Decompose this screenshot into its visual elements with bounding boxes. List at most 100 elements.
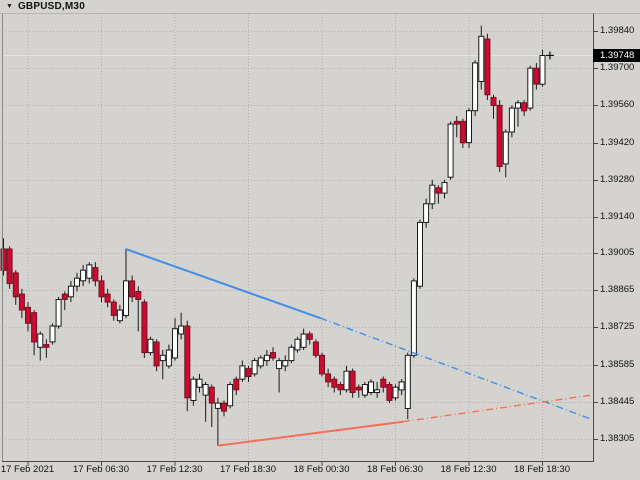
bear-candle-body <box>104 293 111 303</box>
price-axis-label: 1.38445 <box>600 396 635 407</box>
current-price-marker <box>545 51 554 60</box>
bull-candle-body <box>294 338 301 351</box>
bull-candle-body <box>466 110 472 144</box>
bear-candle-body <box>98 280 105 298</box>
bull-candle-body <box>227 384 234 407</box>
bear-candle-body <box>490 96 497 106</box>
bull-candle-body <box>478 35 485 82</box>
bull-candle-body <box>49 325 56 343</box>
bull-candle-body <box>374 389 381 393</box>
bull-candle-body <box>361 384 368 396</box>
bull-candle-body <box>116 309 123 322</box>
bull-candle-body <box>147 338 154 354</box>
bull-candle-body <box>502 131 509 165</box>
bull-candle-body <box>178 325 185 335</box>
bull-candle-body <box>527 67 534 109</box>
bull-candle-body <box>67 285 74 298</box>
bear-candle-body <box>435 187 442 194</box>
bear-candle-body <box>312 341 319 356</box>
bear-candle-body <box>453 120 460 125</box>
price-axis-label: 1.39560 <box>600 99 635 110</box>
bear-candle-body <box>521 102 528 112</box>
bull-candle-body <box>190 378 197 402</box>
bull-candle-body <box>86 264 93 279</box>
price-axis-label: 1.38725 <box>600 321 635 332</box>
bull-candle-body <box>251 360 258 375</box>
bull-candle-body <box>539 55 546 85</box>
bull-candle-body <box>159 354 166 362</box>
bear-candle-body <box>43 344 50 348</box>
current-price-tag: 1.39748 <box>593 49 640 62</box>
ascending-trendline[interactable] <box>217 420 404 447</box>
chevron-down-icon[interactable]: ▼ <box>6 3 13 10</box>
bear-candle-body <box>349 370 356 394</box>
bear-candle-body <box>331 378 338 388</box>
bear-candle-body <box>245 368 252 378</box>
bear-candle-body <box>337 384 344 391</box>
bull-candle-body <box>257 357 264 367</box>
bear-candle-body <box>459 120 466 144</box>
bull-candle-body <box>123 280 129 316</box>
time-axis-label: 18 Feb 18:30 <box>514 464 570 475</box>
bear-candle-body <box>6 248 13 285</box>
bear-candle-body <box>270 352 276 359</box>
bull-candle-body <box>392 386 399 399</box>
bear-candle-body <box>129 280 136 298</box>
bear-candle-body <box>135 291 142 300</box>
time-axis-label: 17 Feb 06:30 <box>73 464 129 475</box>
time-axis-label: 18 Feb 00:30 <box>293 464 350 475</box>
price-axis-label: 1.39700 <box>600 62 635 73</box>
ascending-trendline-extension[interactable] <box>402 394 592 423</box>
price-axis-label: 1.39005 <box>600 247 635 258</box>
bull-candle-body <box>423 203 430 223</box>
bull-candle-body <box>263 354 270 362</box>
bear-candle-body <box>484 38 491 96</box>
price-axis-label: 1.39840 <box>600 25 635 36</box>
time-axis-label: 17 Feb 12:30 <box>146 464 203 475</box>
bear-candle-body <box>18 293 25 311</box>
bull-candle-body <box>74 277 80 287</box>
bear-candle-body <box>12 272 19 298</box>
bear-candle-body <box>141 301 148 354</box>
descending-trendline-extension[interactable] <box>320 317 592 420</box>
bull-candle-body <box>288 346 295 362</box>
bear-candle-body <box>533 67 540 85</box>
bull-candle-body <box>282 360 289 367</box>
bull-candle-body <box>368 381 374 393</box>
bull-candle-body <box>515 102 521 109</box>
bull-candle-body <box>429 184 436 205</box>
price-axis-label: 1.39140 <box>600 211 635 222</box>
bull-candle-body <box>80 269 87 282</box>
bull-candle-body <box>441 182 448 194</box>
bear-candle-body <box>386 384 393 401</box>
bear-candle-body <box>221 402 227 412</box>
bear-candle-body <box>380 378 387 388</box>
time-axis-label: 18 Feb 06:30 <box>367 464 423 475</box>
bull-candle-body <box>55 299 62 327</box>
bull-candle-body <box>417 221 423 287</box>
bull-candle-body <box>410 280 417 356</box>
bear-candle-body <box>61 293 68 300</box>
price-axis-label: 1.38865 <box>600 284 635 295</box>
time-axis-label: 17 Feb 18:30 <box>220 464 276 475</box>
bull-candle-body <box>172 328 178 359</box>
candles <box>0 25 546 446</box>
bear-candle-body <box>208 386 215 404</box>
descending-trendline[interactable] <box>125 248 321 320</box>
chart-titlebar: ▼ GBPUSD,M30 <box>0 0 640 13</box>
time-axis-label: 17 Feb 2021 <box>0 464 55 475</box>
bull-candle-body <box>214 402 221 409</box>
bull-candle-body <box>276 360 283 370</box>
bear-candle-body <box>355 386 362 391</box>
bear-candle-body <box>110 301 117 316</box>
bull-candle-body <box>447 123 454 178</box>
price-axis-label: 1.38305 <box>600 433 635 444</box>
time-axis-label: 18 Feb 12:30 <box>440 464 497 475</box>
price-axis-label: 1.38585 <box>600 359 635 370</box>
bear-candle-body <box>233 378 240 391</box>
bear-candle-body <box>31 312 38 343</box>
bear-candle-body <box>325 373 332 383</box>
